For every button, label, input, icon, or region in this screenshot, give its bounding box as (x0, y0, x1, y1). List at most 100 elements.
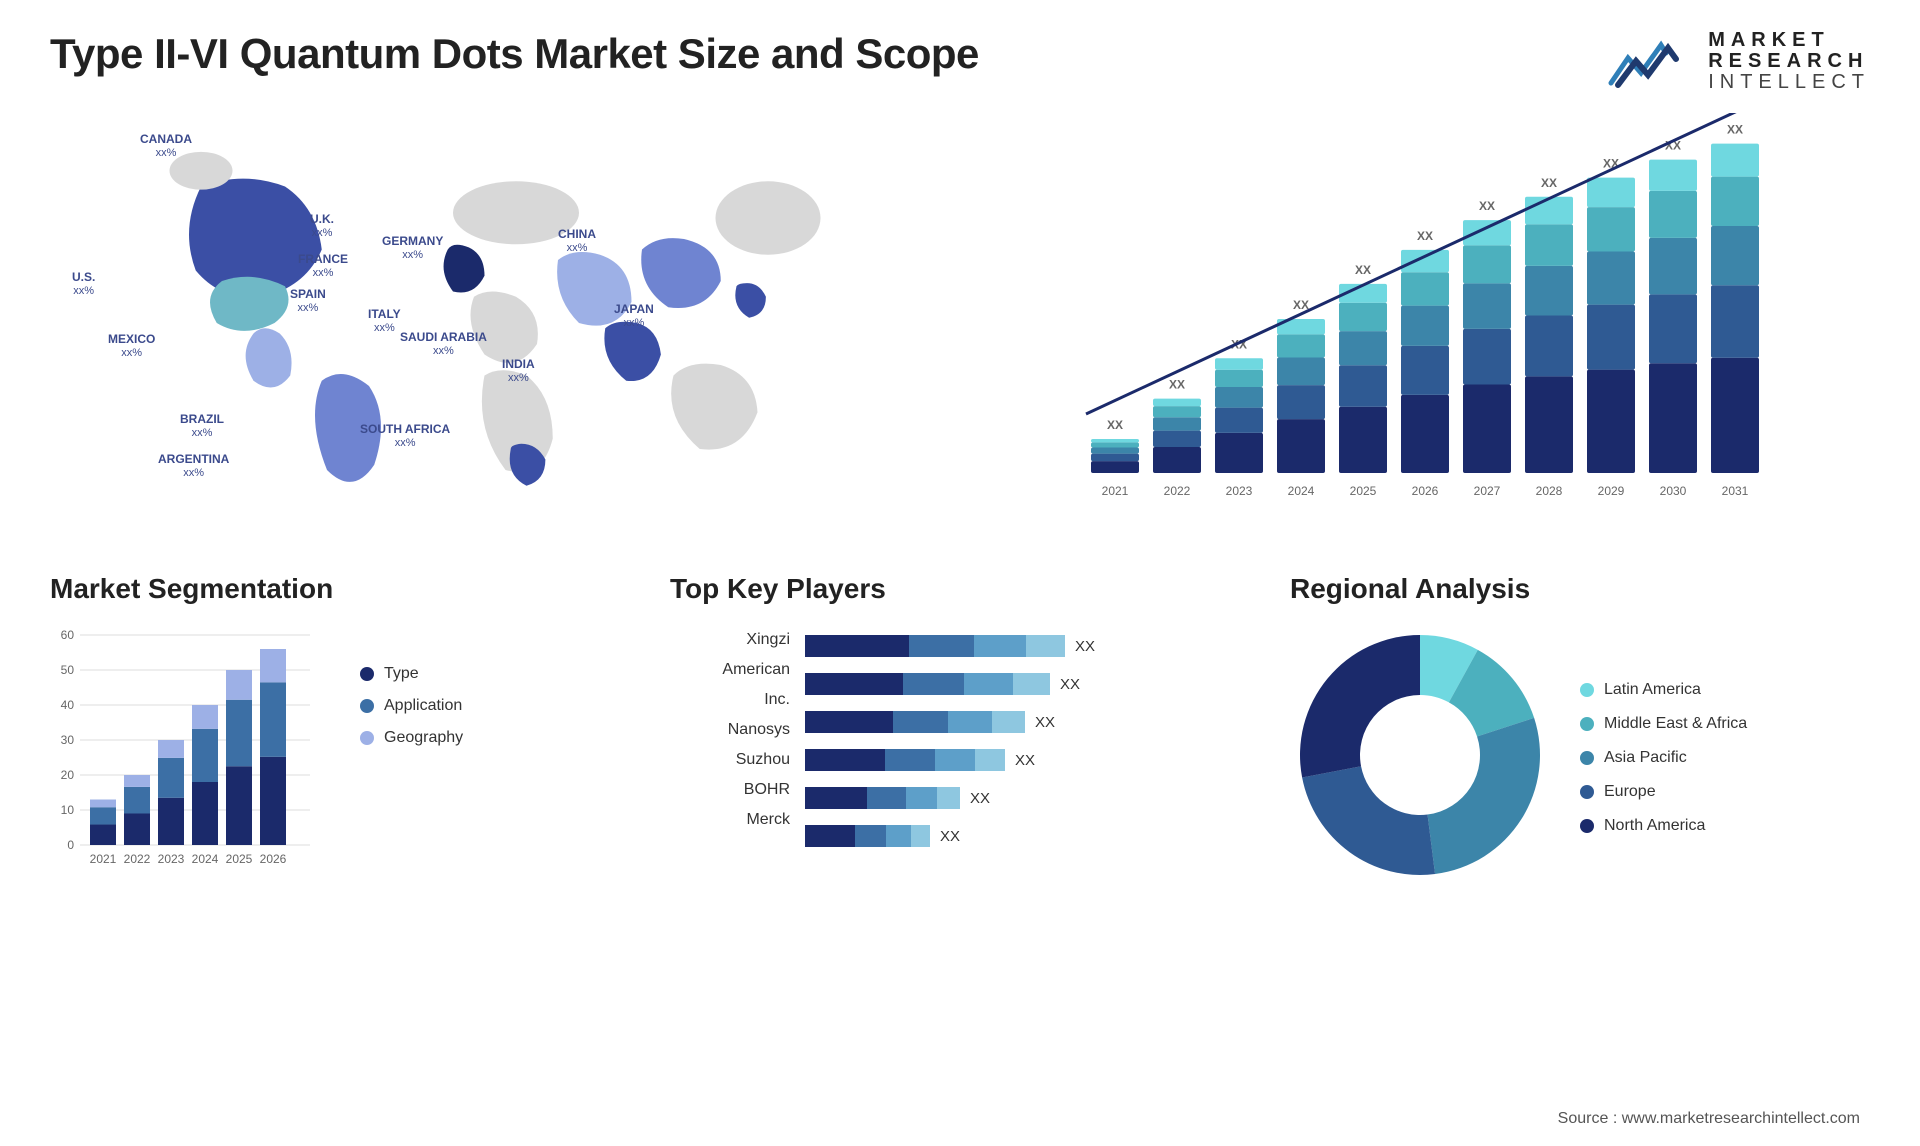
players-name-list: Xingzi American Inc. Nanosys Suzhou BOHR Merck (670, 625, 790, 849)
logo-text-2: RESEARCH (1708, 51, 1870, 72)
svg-text:XX: XX (1727, 123, 1743, 137)
legend-dot-icon (360, 731, 374, 745)
svg-text:2021: 2021 (90, 852, 117, 866)
svg-text:2028: 2028 (1536, 484, 1563, 498)
legend-label: North America (1604, 817, 1705, 835)
player-name: BOHR (670, 781, 790, 799)
svg-text:2030: 2030 (1660, 484, 1687, 498)
map-label-u-k-: U.K.xx% (310, 213, 334, 239)
growth-chart: 2021XX2022XX2023XX2024XX2025XX2026XX2027… (980, 113, 1870, 533)
map-label-india: INDIAxx% (502, 358, 535, 384)
seg-legend-application: Application (360, 697, 463, 715)
map-label-japan: JAPANxx% (614, 303, 654, 329)
player-bar (805, 787, 960, 809)
page-title: Type II-VI Quantum Dots Market Size and … (50, 30, 979, 78)
legend-dot-icon (1580, 785, 1594, 799)
seg-legend-geography: Geography (360, 729, 463, 747)
segmentation-legend: Type Application Geography (360, 625, 463, 747)
legend-dot-icon (360, 699, 374, 713)
player-bar (805, 825, 930, 847)
source-text: Source : www.marketresearchintellect.com (1558, 1110, 1860, 1128)
map-label-saudi-arabia: SAUDI ARABIAxx% (400, 331, 487, 357)
reg-legend-europe: Europe (1580, 783, 1747, 801)
reg-legend-asia-pacific: Asia Pacific (1580, 749, 1747, 767)
world-map-panel: CANADAxx%U.S.xx%MEXICOxx%BRAZILxx%ARGENT… (50, 113, 940, 533)
player-name: Nanosys (670, 721, 790, 739)
svg-text:2022: 2022 (124, 852, 151, 866)
regional-donut (1290, 625, 1550, 885)
svg-text:10: 10 (61, 803, 75, 817)
growth-chart-panel: 2021XX2022XX2023XX2024XX2025XX2026XX2027… (980, 113, 1870, 533)
svg-text:2024: 2024 (192, 852, 219, 866)
logo: MARKET RESEARCH INTELLECT (1606, 30, 1870, 93)
map-label-italy: ITALYxx% (368, 308, 401, 334)
legend-label: Asia Pacific (1604, 749, 1687, 767)
logo-text-3: INTELLECT (1708, 72, 1870, 93)
svg-text:30: 30 (61, 733, 75, 747)
player-bar-row: XX (805, 633, 1250, 659)
player-name: Merck (670, 811, 790, 829)
map-label-china: CHINAxx% (558, 228, 596, 254)
map-label-france: FRANCExx% (298, 253, 348, 279)
svg-text:2029: 2029 (1598, 484, 1625, 498)
svg-text:XX: XX (1417, 229, 1433, 243)
svg-text:20: 20 (61, 768, 75, 782)
player-bar-row: XX (805, 823, 1250, 849)
player-name: Suzhou (670, 751, 790, 769)
legend-label: Application (384, 697, 462, 715)
reg-legend-middle-east-africa: Middle East & Africa (1580, 715, 1747, 733)
legend-dot-icon (1580, 717, 1594, 731)
map-label-south-africa: SOUTH AFRICAxx% (360, 423, 450, 449)
player-bar-row: XX (805, 785, 1250, 811)
svg-text:XX: XX (1355, 263, 1371, 277)
player-name: American (670, 661, 790, 679)
svg-text:2031: 2031 (1722, 484, 1749, 498)
player-bar-row: XX (805, 709, 1250, 735)
svg-text:2026: 2026 (260, 852, 287, 866)
reg-legend-latin-america: Latin America (1580, 681, 1747, 699)
legend-dot-icon (1580, 751, 1594, 765)
segmentation-chart: 0102030405060202120222023202420252026 (50, 625, 330, 885)
player-bar (805, 673, 1050, 695)
map-label-germany: GERMANYxx% (382, 235, 443, 261)
svg-text:0: 0 (67, 838, 74, 852)
legend-dot-icon (1580, 819, 1594, 833)
svg-text:40: 40 (61, 698, 75, 712)
legend-label: Europe (1604, 783, 1656, 801)
map-label-u-s-: U.S.xx% (72, 271, 95, 297)
svg-text:2025: 2025 (226, 852, 253, 866)
map-label-mexico: MEXICOxx% (108, 333, 155, 359)
regional-legend: Latin America Middle East & Africa Asia Pa… (1580, 681, 1747, 835)
player-bar (805, 635, 1065, 657)
map-label-spain: SPAINxx% (290, 288, 326, 314)
svg-text:2023: 2023 (158, 852, 185, 866)
svg-text:XX: XX (1479, 199, 1495, 213)
segmentation-title: Market Segmentation (50, 573, 630, 605)
players-section: Top Key Players Xingzi American Inc. Nanosy… (670, 573, 1250, 913)
player-bar-label: XX (940, 828, 960, 845)
player-name: Inc. (670, 691, 790, 709)
player-bar-label: XX (1060, 676, 1080, 693)
legend-label: Middle East & Africa (1604, 715, 1747, 733)
legend-label: Type (384, 665, 419, 683)
legend-dot-icon (360, 667, 374, 681)
player-name: Xingzi (670, 631, 790, 649)
legend-label: Latin America (1604, 681, 1701, 699)
svg-text:2025: 2025 (1350, 484, 1377, 498)
map-label-argentina: ARGENTINAxx% (158, 453, 229, 479)
player-bar-label: XX (1035, 714, 1055, 731)
player-bar-label: XX (970, 790, 990, 807)
segmentation-section: Market Segmentation 01020304050602021202… (50, 573, 630, 913)
players-title: Top Key Players (670, 573, 1250, 605)
logo-text-1: MARKET (1708, 30, 1870, 51)
logo-icon (1606, 33, 1696, 91)
svg-text:2022: 2022 (1164, 484, 1191, 498)
svg-text:XX: XX (1107, 418, 1123, 432)
player-bar (805, 711, 1025, 733)
svg-text:60: 60 (61, 628, 75, 642)
players-bar-list: XX XX XX XX XX XX (805, 625, 1250, 849)
player-bar-label: XX (1015, 752, 1035, 769)
seg-legend-type: Type (360, 665, 463, 683)
player-bar (805, 749, 1005, 771)
svg-text:2021: 2021 (1102, 484, 1129, 498)
